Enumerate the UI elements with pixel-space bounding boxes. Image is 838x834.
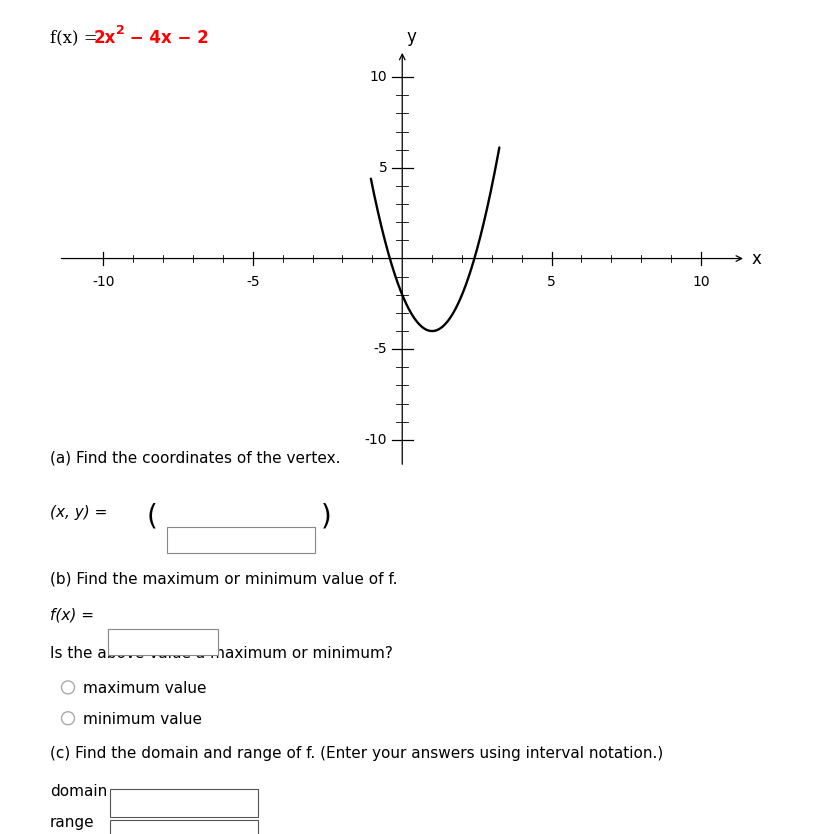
Text: (b) Find the maximum or minimum value of f.: (b) Find the maximum or minimum value of… [50, 571, 397, 586]
Text: 10: 10 [370, 70, 387, 84]
Bar [110, 820, 258, 834]
Text: − 4x − 2: − 4x − 2 [124, 29, 209, 48]
Text: (: ( [147, 503, 157, 530]
Text: f(x) =: f(x) = [50, 607, 99, 622]
Text: ): ) [321, 503, 332, 530]
Text: y: y [406, 28, 416, 47]
Text: 2x: 2x [94, 29, 116, 48]
Text: -10: -10 [92, 275, 115, 289]
Text: minimum value: minimum value [82, 712, 201, 727]
Text: (x, y) =: (x, y) = [50, 505, 112, 520]
Text: x: x [752, 249, 762, 268]
Text: -10: -10 [365, 433, 387, 447]
Text: 5: 5 [547, 275, 556, 289]
Bar [167, 526, 315, 553]
Text: 5: 5 [379, 161, 387, 175]
Text: maximum value: maximum value [82, 681, 206, 696]
Text: -5: -5 [374, 342, 387, 356]
Text: f(x) =: f(x) = [50, 29, 103, 46]
Text: range: range [50, 815, 95, 830]
Text: (a) Find the coordinates of the vertex.: (a) Find the coordinates of the vertex. [50, 450, 340, 465]
Text: -5: -5 [246, 275, 260, 289]
Text: domain: domain [50, 784, 107, 799]
Bar [108, 629, 218, 656]
Bar [110, 789, 258, 817]
Text: Is the above value a maximum or minimum?: Is the above value a maximum or minimum? [50, 646, 393, 661]
Text: (c) Find the domain and range of f. (Enter your answers using interval notation.: (c) Find the domain and range of f. (Ent… [50, 746, 663, 761]
Text: 2: 2 [116, 24, 124, 38]
Text: 10: 10 [692, 275, 710, 289]
